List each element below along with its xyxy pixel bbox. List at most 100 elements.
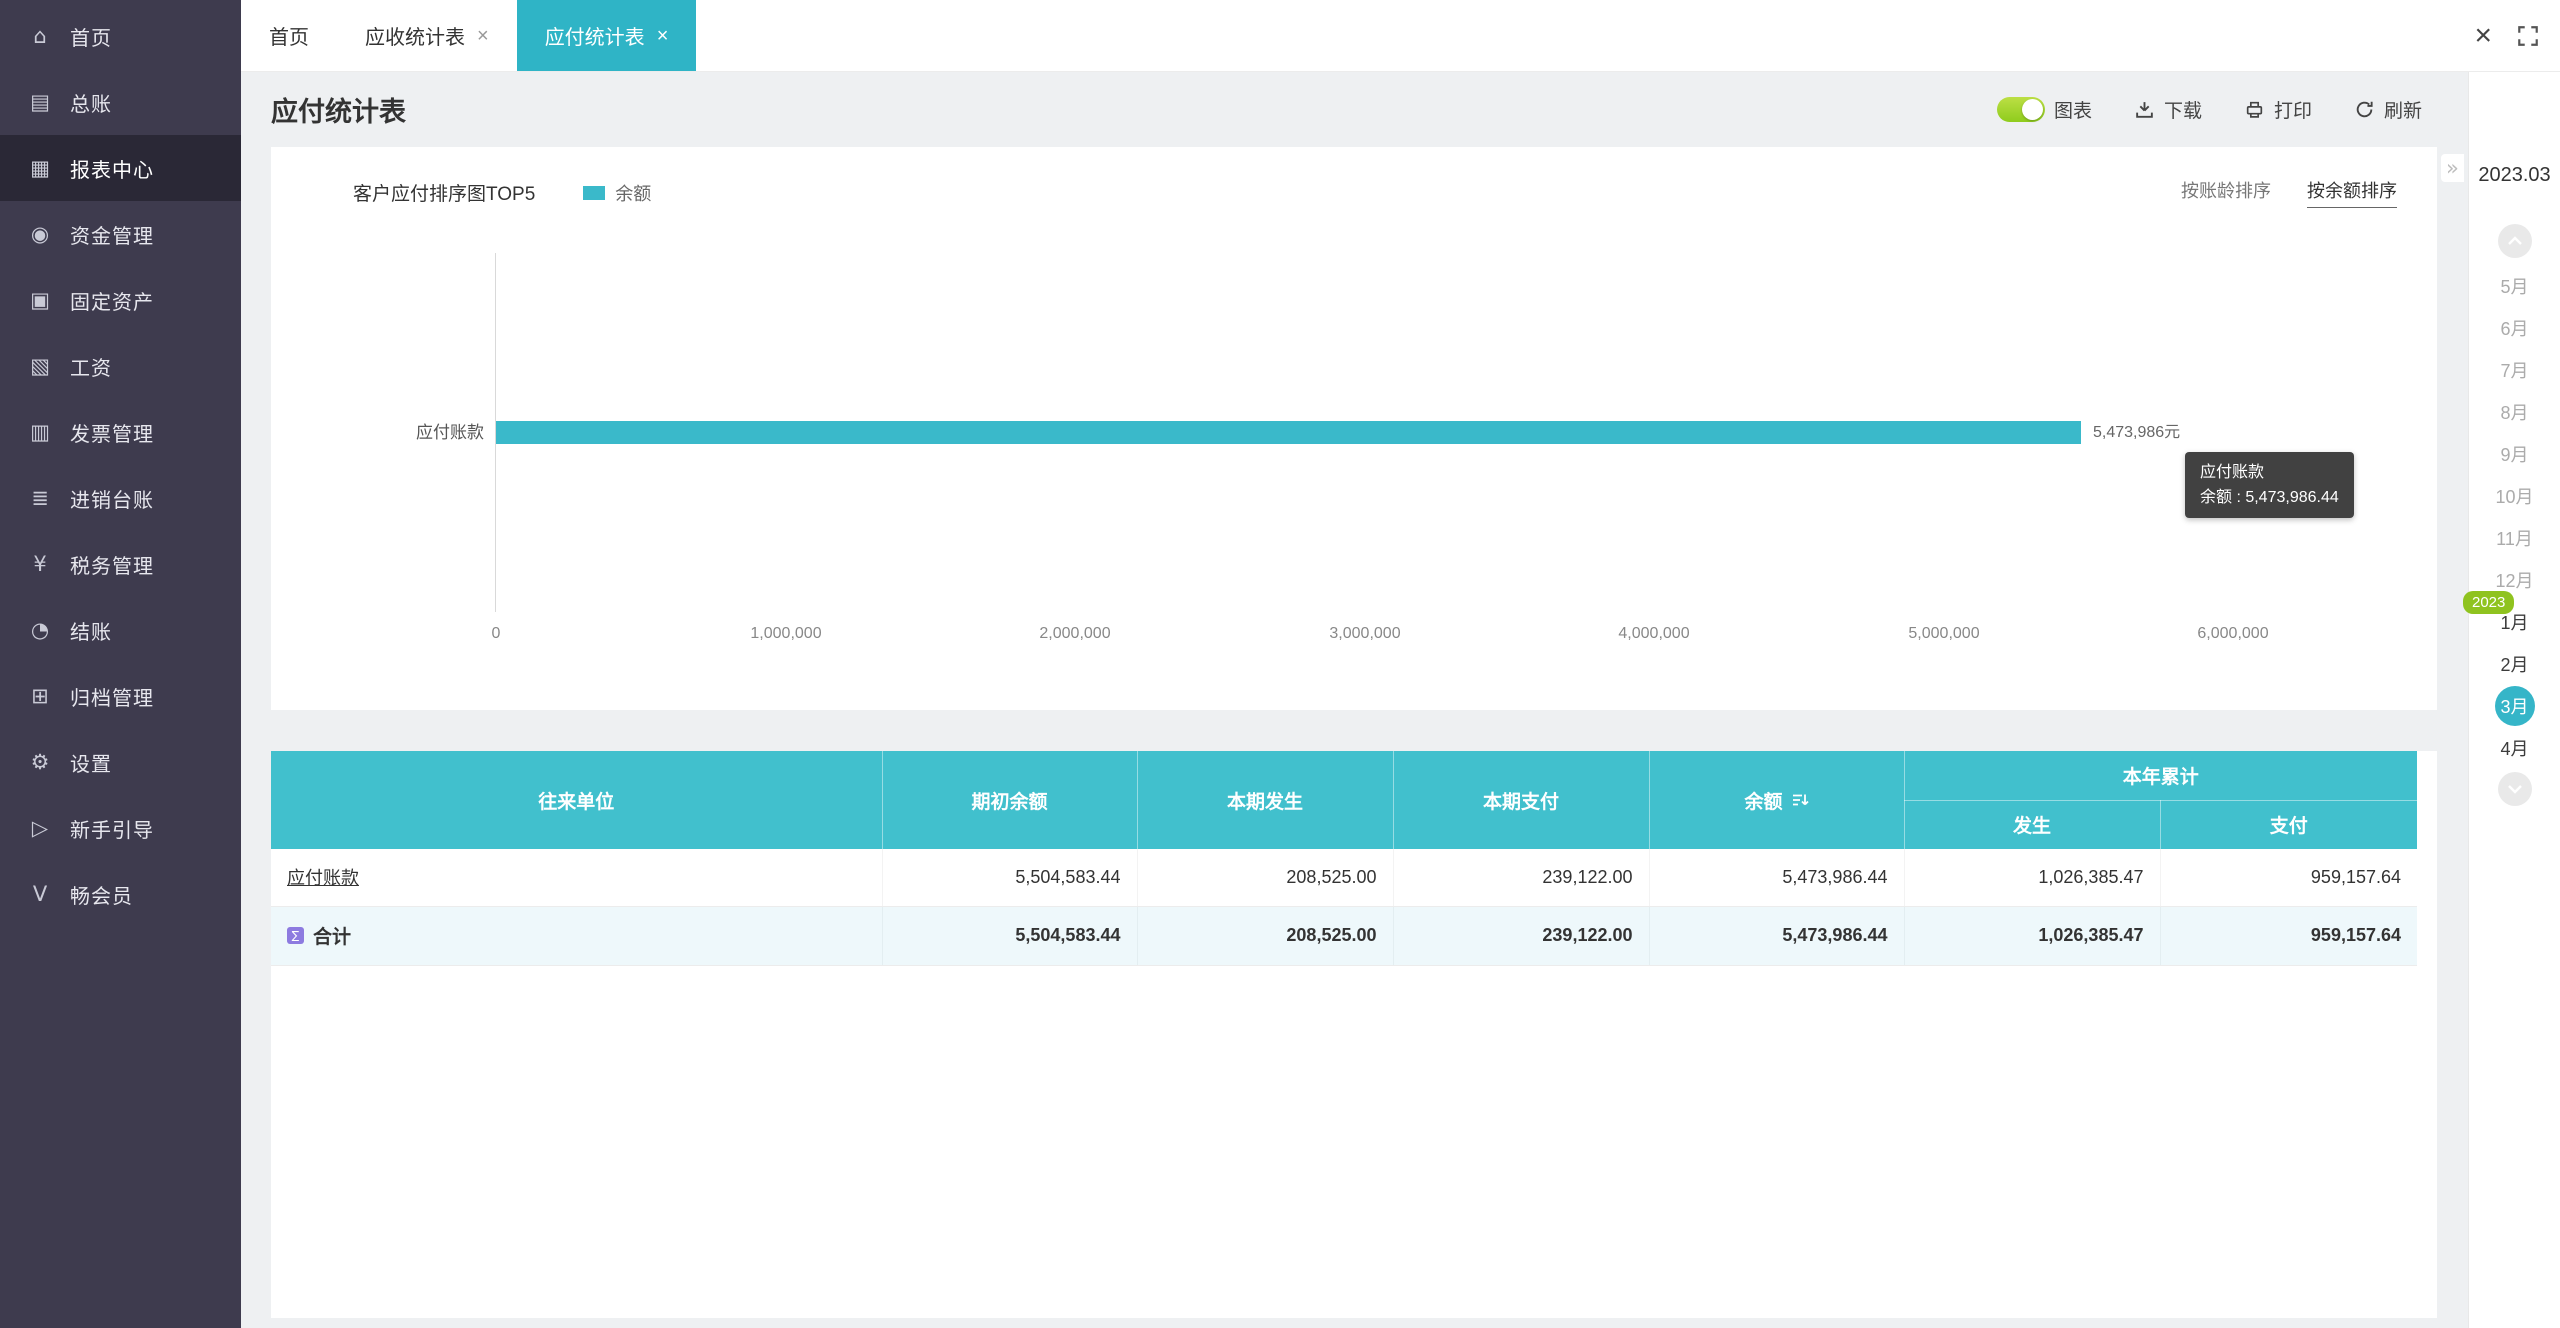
refresh-label: 刷新 — [2383, 101, 2422, 122]
sidebar-item-fixed-assets[interactable]: ▣ 固定资产 — [0, 267, 241, 333]
refresh-button[interactable]: 刷新 — [2354, 96, 2422, 123]
month-option-3-selected[interactable]: 3月 — [2469, 685, 2560, 727]
sidebar-item-label: 固定资产 — [70, 291, 154, 314]
sidebar: ⌂ 首页 ▤ 总账 ▦ 报表中心 ◉ 资金管理 ▣ 固定资产 ▧ 工资 ▥ 发票… — [0, 0, 241, 1328]
sort-by-age-link[interactable]: 按账龄排序 — [2181, 181, 2271, 201]
legend-balance[interactable]: 余额 — [583, 180, 651, 206]
table-total-row: 合计 5,504,583.44 208,525.00 239,122.00 5,… — [271, 906, 2418, 966]
month-option-10[interactable]: 10月 — [2495, 487, 2534, 507]
sort-icon[interactable] — [1791, 791, 1809, 809]
col-header-year-paid: 支付 — [2160, 800, 2418, 849]
month-option-7[interactable]: 7月 — [2500, 361, 2529, 381]
x-axis-tick: 0 — [491, 625, 501, 642]
tab-bar: 首页 应收统计表 × 应付统计表 × × — [241, 0, 2560, 72]
scroll-down-button[interactable] — [2497, 772, 2532, 806]
tab-close-icon[interactable]: × — [477, 24, 489, 47]
sidebar-item-label: 设置 — [70, 753, 112, 776]
tab-payables-report[interactable]: 应付统计表 × — [516, 0, 697, 71]
sidebar-item-purchase-sales-ledger[interactable]: ≣ 进销台账 — [0, 465, 241, 531]
month-option-6[interactable]: 6月 — [2500, 319, 2529, 339]
chart-toggle-label: 图表 — [2053, 101, 2092, 122]
month-option-11[interactable]: 11月 — [2496, 529, 2533, 549]
sidebar-item-label: 畅会员 — [70, 885, 133, 908]
month-option-12[interactable]: 12月 — [2495, 571, 2534, 591]
toolbar: 图表 下载 打印 刷新 — [1996, 96, 2422, 123]
col-header-unit: 往来单位 — [271, 751, 883, 849]
x-axis-tick: 1,000,000 — [750, 625, 822, 642]
tab-home[interactable]: 首页 — [241, 0, 337, 71]
chart-title: 客户应付排序图TOP5 — [353, 184, 536, 205]
col-header-year-occurred: 发生 — [1904, 800, 2161, 849]
sidebar-item-label: 税务管理 — [70, 555, 154, 578]
x-axis-tick: 3,000,000 — [1329, 625, 1401, 642]
print-button[interactable]: 打印 — [2244, 96, 2312, 123]
total-current-paid: 239,122.00 — [1393, 906, 1650, 966]
payroll-icon: ▧ — [30, 354, 50, 378]
sidebar-item-settings[interactable]: ⚙ 设置 — [0, 729, 241, 795]
tab-receivables-report[interactable]: 应收统计表 × — [337, 0, 517, 71]
collapse-panel-icon[interactable]: » — [2441, 154, 2464, 182]
sidebar-item-label: 结账 — [70, 621, 112, 644]
sidebar-item-payroll[interactable]: ▧ 工资 — [0, 333, 241, 399]
bar-chart-plot: 应付账款 5,473,986元 0 1,000,000 2,000,000 3,… — [416, 253, 2269, 642]
sidebar-item-closing[interactable]: ◔ 结账 — [0, 597, 241, 663]
sidebar-item-label: 进销台账 — [70, 489, 154, 512]
tab-label: 应付统计表 — [544, 27, 645, 49]
tab-close-icon[interactable]: × — [656, 24, 669, 47]
payables-table: 往来单位 期初余额 本期发生 本期支付 余额 本年累计 发 — [271, 751, 2418, 966]
table-panel: 往来单位 期初余额 本期发生 本期支付 余额 本年累计 发 — [271, 751, 2437, 1318]
sidebar-item-invoice-management[interactable]: ▥ 发票管理 — [0, 399, 241, 465]
year-badge: 2023 — [2463, 591, 2515, 614]
member-icon: Ⅴ — [32, 882, 48, 906]
month-option-1[interactable]: 1月 — [2500, 613, 2529, 633]
cell-balance: 5,473,986.44 — [1649, 849, 1905, 907]
x-axis-tick: 4,000,000 — [1618, 625, 1690, 642]
chart-toggle[interactable] — [1996, 97, 2045, 122]
guide-icon: ▷ — [31, 816, 49, 840]
download-button[interactable]: 下载 — [2134, 96, 2202, 123]
sort-by-balance-link[interactable]: 按余额排序 — [2307, 177, 2397, 208]
x-axis-tick: 2,000,000 — [1039, 625, 1111, 642]
archive-icon: ⊞ — [31, 684, 49, 708]
x-axis-tick: 6,000,000 — [2197, 625, 2269, 642]
row-unit-link[interactable]: 应付账款 — [287, 868, 359, 889]
chevron-down-icon — [2507, 785, 2522, 794]
sum-icon — [287, 927, 304, 944]
month-option-4[interactable]: 4月 — [2500, 739, 2529, 759]
sidebar-item-general-ledger[interactable]: ▤ 总账 — [0, 69, 241, 135]
sidebar-item-tax-management[interactable]: ¥ 税务管理 — [0, 531, 241, 597]
fullscreen-icon[interactable] — [2516, 24, 2540, 48]
total-opening-balance: 5,504,583.44 — [882, 906, 1138, 966]
tooltip-title: 应付账款 — [2200, 464, 2265, 481]
total-balance: 5,473,986.44 — [1649, 906, 1905, 966]
bar-value-label: 5,473,986元 — [2093, 424, 2181, 441]
legend-label: 余额 — [615, 183, 652, 204]
close-icon[interactable]: × — [2474, 18, 2492, 52]
sidebar-item-beginner-guide[interactable]: ▷ 新手引导 — [0, 795, 241, 861]
sidebar-item-report-center[interactable]: ▦ 报表中心 — [0, 135, 241, 201]
closing-icon: ◔ — [30, 618, 50, 642]
month-option-5[interactable]: 5月 — [2500, 277, 2529, 297]
month-list: 5月 6月 7月 8月 9月 10月 11月 12月 1月 2月 3月 4月 — [2469, 265, 2560, 769]
tooltip-value: 余额 : 5,473,986.44 — [2200, 489, 2339, 506]
month-option-8[interactable]: 8月 — [2500, 403, 2529, 423]
cell-year-paid: 959,157.64 — [2160, 849, 2418, 907]
col-header-balance[interactable]: 余额 — [1649, 751, 1905, 849]
sidebar-item-label: 新手引导 — [70, 819, 154, 842]
invoice-icon: ▥ — [30, 420, 50, 444]
sidebar-item-archive-management[interactable]: ⊞ 归档管理 — [0, 663, 241, 729]
print-label: 打印 — [2273, 101, 2312, 122]
month-option-2[interactable]: 2月 — [2500, 655, 2529, 675]
ledger-icon: ▤ — [30, 90, 50, 114]
month-option-9[interactable]: 9月 — [2500, 445, 2529, 465]
date-panel: » 2023.03 5月 6月 7月 8月 9月 10月 11月 12月 1月 … — [2441, 72, 2560, 1328]
chart-header: 客户应付排序图TOP5 余额 按账龄排序 按余额排序 — [271, 147, 2437, 208]
sidebar-item-home[interactable]: ⌂ 首页 — [0, 3, 241, 69]
sidebar-item-member[interactable]: Ⅴ 畅会员 — [0, 861, 241, 927]
chart-tooltip: 应付账款 余额 : 5,473,986.44 — [2185, 452, 2354, 518]
bar-payables[interactable] — [496, 421, 2081, 444]
sidebar-item-label: 归档管理 — [70, 687, 154, 710]
balance-header-label: 余额 — [1744, 791, 1783, 813]
scroll-up-button[interactable] — [2497, 224, 2532, 258]
sidebar-item-fund-management[interactable]: ◉ 资金管理 — [0, 201, 241, 267]
